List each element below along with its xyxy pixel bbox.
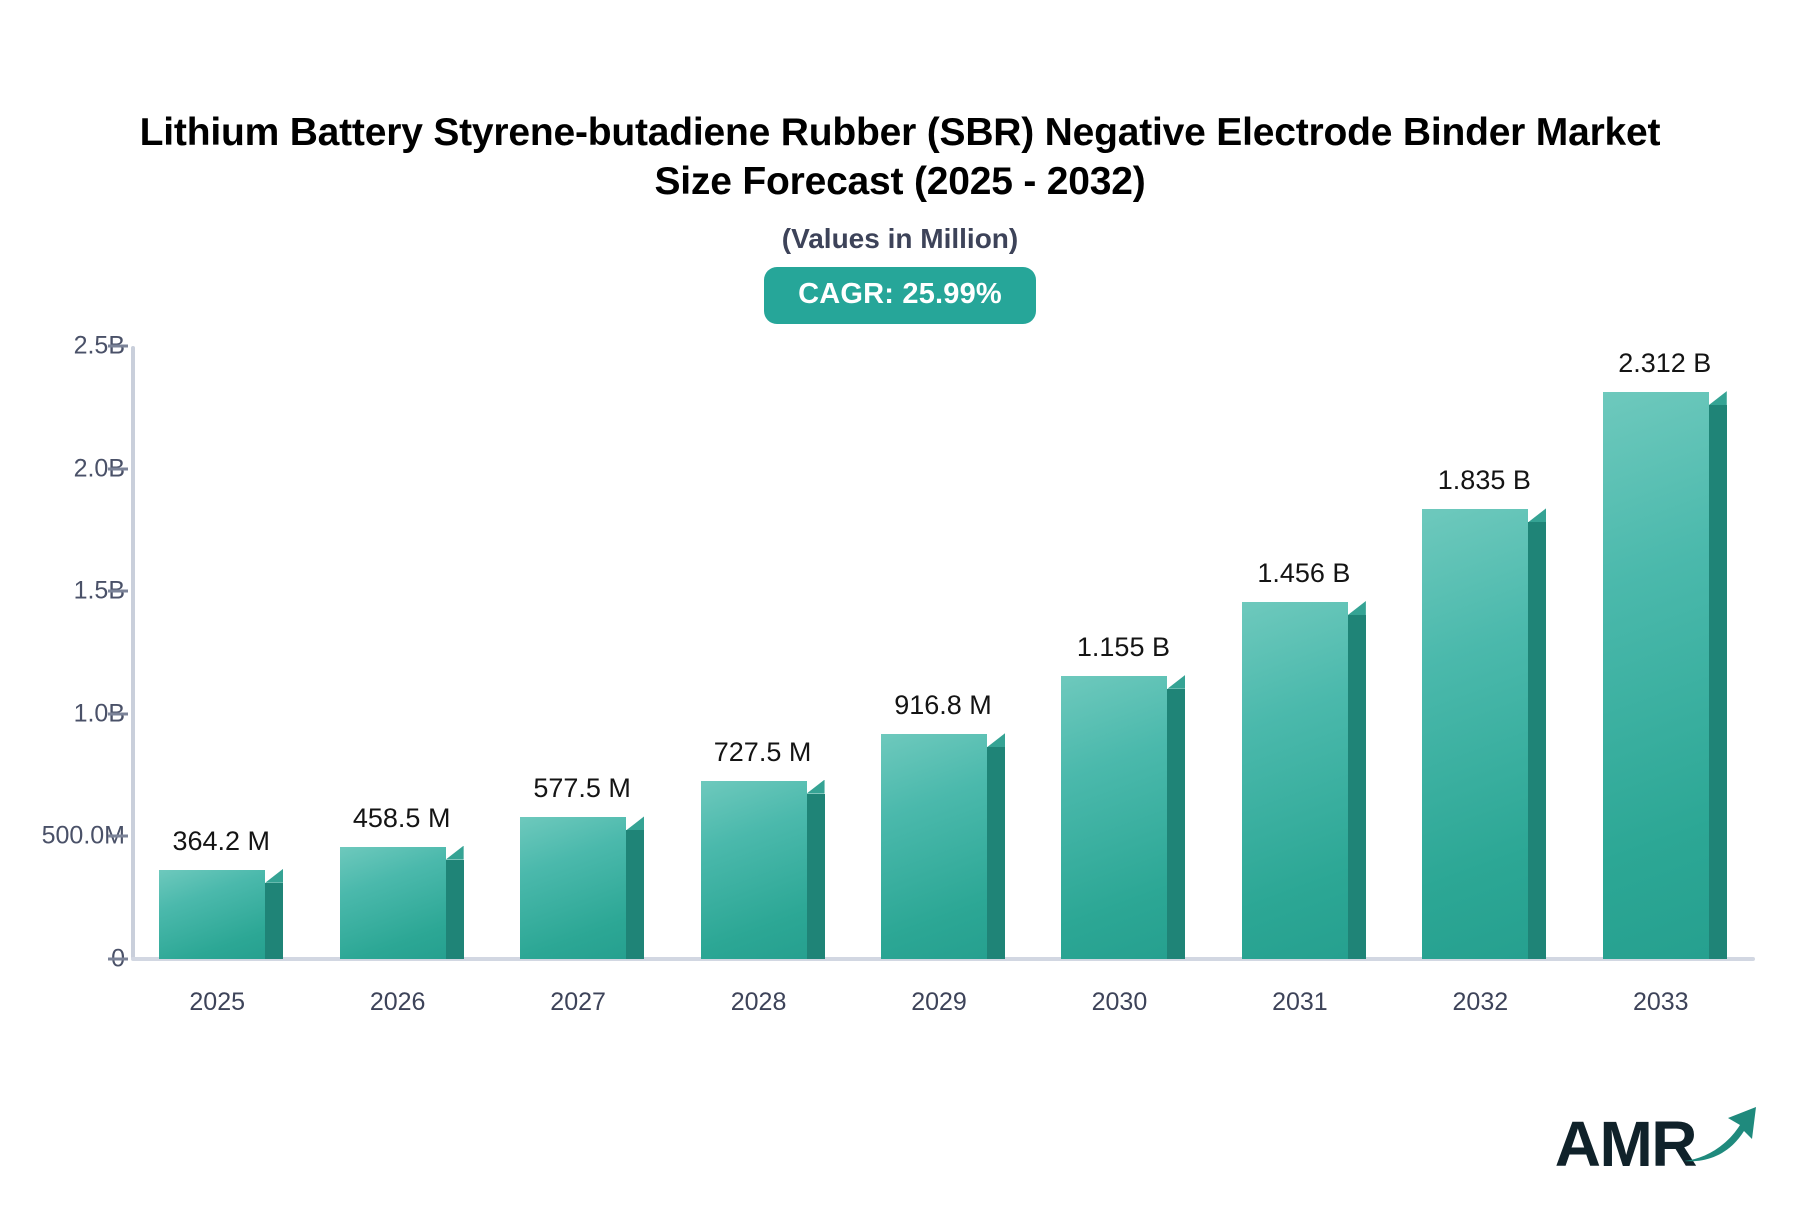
bar-side-face <box>806 793 825 959</box>
bar-front-face <box>339 846 446 959</box>
bar-top-bevel <box>1708 391 1727 406</box>
chart-header: Lithium Battery Styrene-butadiene Rubber… <box>0 108 1800 325</box>
cagr-badge-container: CAGR: 25.99% <box>0 267 1800 325</box>
bar-front-face <box>1241 602 1348 959</box>
y-axis-tick-label: 0 <box>0 945 125 974</box>
bar-column[interactable]: 1.835 B <box>1422 465 1547 959</box>
bar-front-face <box>1602 392 1709 959</box>
bar-value-label: 916.8 M <box>894 690 992 721</box>
bar-front-face <box>520 817 627 959</box>
bar-side-face <box>1347 615 1366 959</box>
bar-front-face <box>700 780 807 959</box>
bar-column[interactable]: 1.456 B <box>1241 558 1366 959</box>
bar-column[interactable]: 577.5 M <box>520 773 645 959</box>
bar-side-face <box>987 747 1005 959</box>
bar-front-face <box>881 734 987 959</box>
bar-series: 364.2 M 458.5 M 577.5 M 727.5 M 916.8 M 1.155… <box>131 346 1755 959</box>
bar-top-bevel <box>626 816 645 831</box>
y-axis-tick-mark <box>108 589 128 593</box>
bar-value-label: 364.2 M <box>172 825 270 856</box>
x-axis-tick-label: 2033 <box>1632 988 1689 1016</box>
bar-side-face <box>1708 405 1727 959</box>
bar-top-bevel <box>1528 508 1547 523</box>
y-axis-tick-mark <box>108 957 128 961</box>
bar-front-face <box>1061 675 1168 959</box>
bar-column[interactable]: 2.312 B <box>1602 348 1727 959</box>
bar-body <box>700 780 807 959</box>
bar-value-label: 1.835 B <box>1437 465 1531 496</box>
bar-value-label: 2.312 B <box>1618 348 1712 379</box>
bar-front-face <box>159 869 266 959</box>
bar-column[interactable]: 727.5 M <box>700 737 825 959</box>
y-axis-tick-mark <box>108 344 128 348</box>
bar-top-bevel <box>806 779 825 794</box>
bar-top-bevel <box>445 845 464 860</box>
bar-column[interactable]: 916.8 M <box>881 690 1005 959</box>
y-axis-tick-label: 2.0B <box>73 454 125 483</box>
bar-value-label: 458.5 M <box>352 802 451 833</box>
y-axis-line <box>131 346 135 959</box>
bar-value-label: 1.456 B <box>1257 558 1351 588</box>
bar-body <box>1422 509 1529 959</box>
x-axis-tick-label: 2030 <box>1091 988 1148 1016</box>
y-axis-tick-label: 500.0M <box>41 821 125 850</box>
y-axis-tick-mark <box>108 834 128 838</box>
bar-value-label: 727.5 M <box>713 736 812 767</box>
status-badge: CAGR: 25.99% <box>764 267 1036 325</box>
chart-subtitle: (Values in Million) <box>781 223 1019 255</box>
bar-top-bevel <box>1347 601 1366 615</box>
bar-top-bevel <box>1167 674 1186 689</box>
x-axis-tick-label: 2029 <box>911 988 967 1016</box>
bar-top-bevel <box>987 733 1005 748</box>
y-axis-tick-label: 1.0B <box>73 699 125 728</box>
x-axis-tick-label: 2025 <box>189 988 246 1016</box>
y-axis-tick-label: 1.5B <box>73 576 125 605</box>
bar-column[interactable]: 458.5 M <box>339 803 464 959</box>
x-axis-tick-label: 2031 <box>1272 988 1328 1016</box>
bar-front-face <box>1422 509 1529 959</box>
bar-side-face <box>1528 522 1547 959</box>
bar-body <box>1061 675 1168 959</box>
bar-column[interactable]: 1.155 B <box>1061 632 1186 959</box>
bar-value-label: 577.5 M <box>533 773 631 804</box>
bar-body <box>339 846 446 959</box>
bar-value-label: 1.155 B <box>1076 631 1170 662</box>
bar-body <box>1602 392 1709 959</box>
bar-side-face <box>1167 688 1186 959</box>
x-axis-tick-label: 2027 <box>550 988 606 1016</box>
bar-side-face <box>445 859 464 959</box>
x-axis-tick-label: 2026 <box>369 988 426 1016</box>
bar-top-bevel <box>265 868 284 883</box>
y-axis-tick-label: 2.5B <box>73 331 125 360</box>
amr-logo: AMR <box>1555 1103 1760 1176</box>
bar-body <box>520 817 627 959</box>
y-axis-tick-mark <box>108 467 128 471</box>
x-axis-tick-label: 2028 <box>730 988 787 1016</box>
bar-body <box>881 734 987 959</box>
growth-arrow-icon <box>1682 1103 1760 1172</box>
x-axis-line <box>131 957 1755 961</box>
bar-body <box>1241 602 1348 959</box>
x-axis-tick-label: 2032 <box>1452 988 1509 1016</box>
bar-side-face <box>265 882 284 959</box>
bar-column[interactable]: 364.2 M <box>159 826 284 959</box>
y-axis-tick-mark <box>108 712 128 716</box>
bar-body <box>159 869 266 959</box>
page-title: Lithium Battery Styrene-butadiene Rubber… <box>139 111 1661 204</box>
bar-side-face <box>626 830 645 959</box>
logo-wordmark: AMR <box>1554 1108 1698 1180</box>
